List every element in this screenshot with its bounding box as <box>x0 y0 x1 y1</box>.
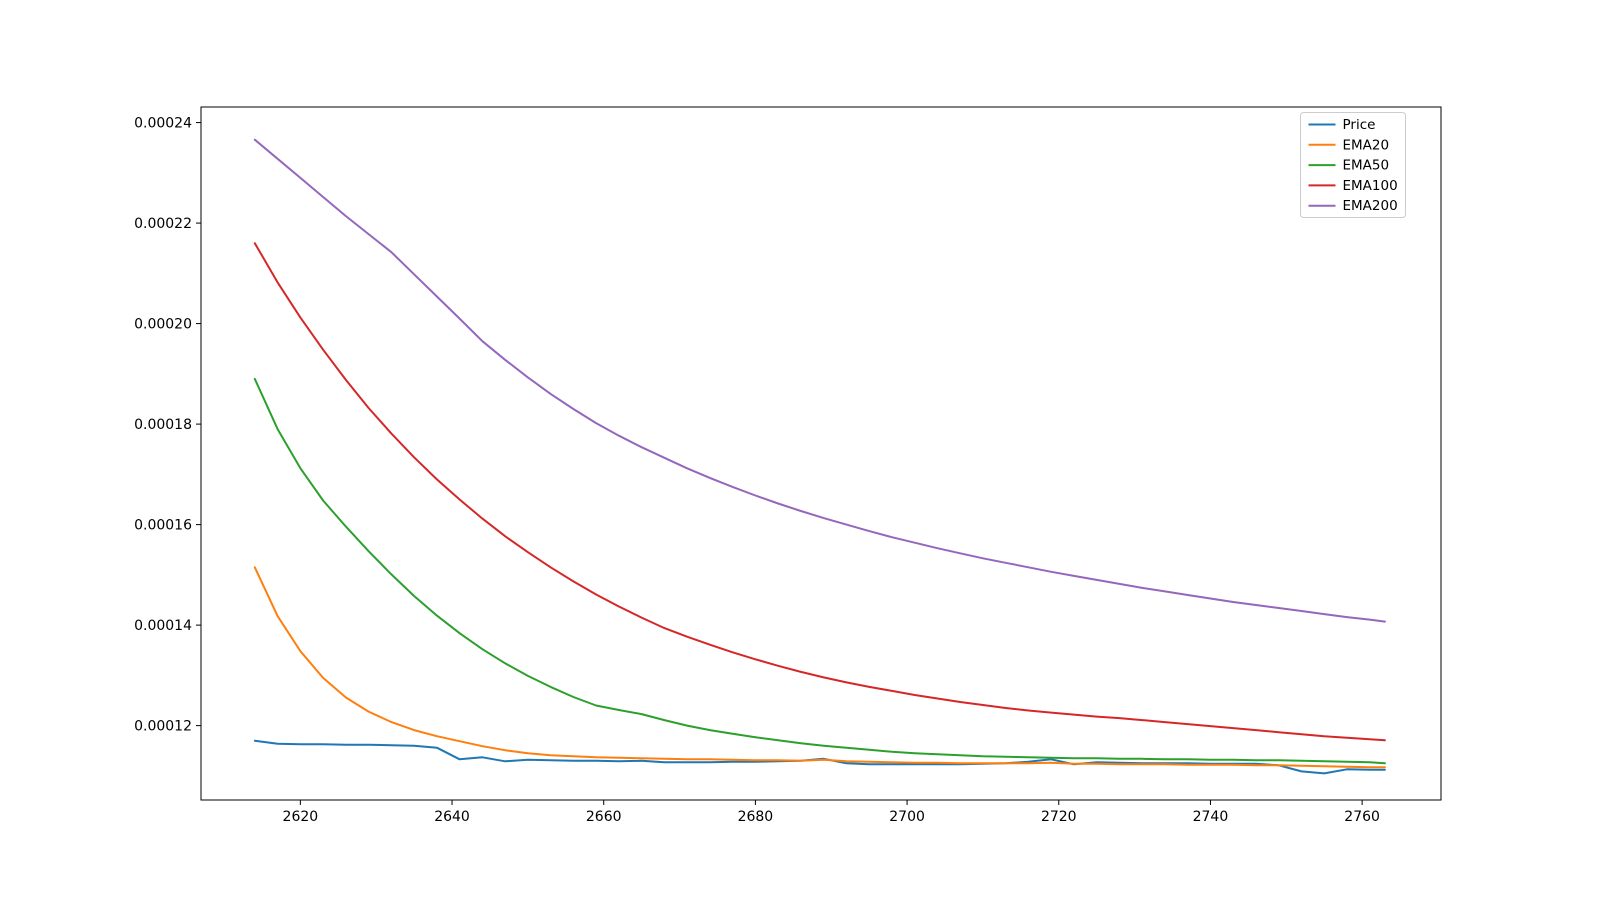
legend-label-price: Price <box>1343 117 1376 133</box>
legend-label-ema20: EMA20 <box>1343 137 1390 153</box>
x-tick-label: 2640 <box>434 809 470 825</box>
legend-label-ema100: EMA100 <box>1343 178 1398 194</box>
y-tick-label: 0.00018 <box>134 417 192 433</box>
y-tick-label: 0.00020 <box>134 317 192 333</box>
x-tick-label: 2740 <box>1193 809 1229 825</box>
series-line-ema50 <box>253 377 1386 765</box>
axes-frame <box>200 106 1442 801</box>
legend-label-ema50: EMA50 <box>1343 158 1390 174</box>
series-line-ema200 <box>253 138 1386 623</box>
legend-label-ema200: EMA200 <box>1343 198 1398 214</box>
y-tick-label: 0.00016 <box>134 518 192 534</box>
y-tick-label: 0.00012 <box>134 719 192 735</box>
x-tick-label: 2680 <box>738 809 774 825</box>
y-tick-label: 0.00022 <box>134 216 192 232</box>
x-tick-label: 2720 <box>1041 809 1077 825</box>
x-tick-label: 2700 <box>889 809 925 825</box>
x-tick-label: 2660 <box>586 809 622 825</box>
series-line-ema20 <box>253 566 1386 769</box>
legend-box <box>1300 112 1406 218</box>
y-tick-label: 0.00024 <box>134 116 192 132</box>
x-tick-label: 2760 <box>1344 809 1380 825</box>
y-tick-label: 0.00014 <box>134 618 192 634</box>
series-line-ema100 <box>253 242 1386 742</box>
x-tick-label: 2620 <box>283 809 319 825</box>
